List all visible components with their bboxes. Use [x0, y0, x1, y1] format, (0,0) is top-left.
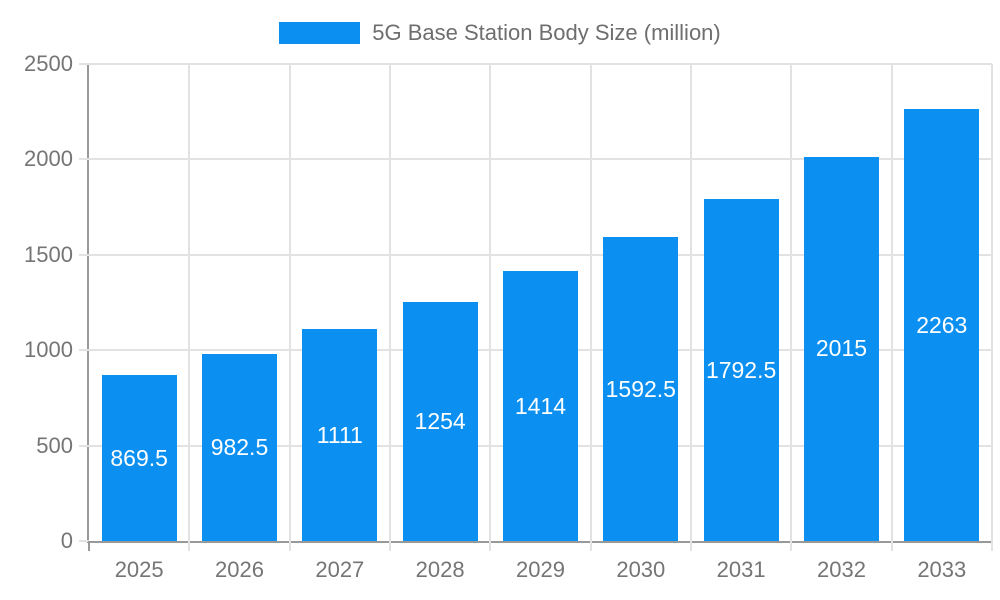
- x-axis-tick: [288, 541, 291, 551]
- bar-2031[interactable]: 1792.5: [703, 199, 779, 541]
- y-axis-tick: [79, 253, 89, 256]
- x-axis-tick: [890, 541, 893, 551]
- y-axis-label: 1500: [24, 241, 73, 267]
- bar-2028[interactable]: 1254: [402, 301, 478, 541]
- legend: 5G Base Station Body Size (million): [0, 20, 1000, 45]
- x-axis-label: 2027: [315, 557, 365, 582]
- x-axis-label: 2029: [516, 557, 565, 582]
- bar-value-label: 2263: [916, 311, 968, 338]
- x-axis-tick: [991, 541, 993, 551]
- y-axis-tick: [79, 158, 89, 161]
- x-axis-tick: [188, 541, 191, 551]
- gridline-vertical: [589, 64, 592, 541]
- legend-swatch: [279, 22, 361, 45]
- x-axis-tick: [388, 541, 391, 551]
- x-axis-tick: [790, 541, 793, 551]
- bar-value-label: 1111: [316, 421, 363, 448]
- bar-band: 1592.5 2030: [591, 64, 691, 582]
- x-axis-tick: [489, 541, 492, 551]
- bar-band: 869.5 2025: [89, 64, 189, 582]
- x-axis-tick: [589, 541, 592, 551]
- x-axis-label: 2026: [215, 557, 264, 582]
- bar-band: 1414 2029: [490, 64, 590, 582]
- x-axis-label: 2033: [917, 557, 967, 582]
- bars-row: 869.5 2025 982.5 2026 1111 2027 1254 2028 1414 20…: [89, 64, 992, 582]
- bar-band: 1254 2028: [390, 64, 490, 582]
- x-axis-label: 2030: [616, 557, 666, 582]
- x-axis-label: 2031: [716, 557, 766, 582]
- y-axis-label: 1000: [24, 337, 73, 363]
- bar-band: 1111 2027: [290, 64, 390, 582]
- bar-band: 982.5 2026: [189, 64, 289, 582]
- bar-value-label: 982.5: [210, 433, 269, 460]
- y-axis-tick: [79, 444, 89, 447]
- plot-area: 0 500 1000 1500 2000 2500 869.5 2025 982.5 2026 11…: [24, 53, 993, 582]
- bar-2027[interactable]: 1111: [302, 329, 378, 541]
- bar-band: 1792.5 2031: [691, 64, 791, 582]
- y-axis-tick: [79, 349, 89, 352]
- x-axis-label: 2025: [114, 557, 164, 582]
- bar-value-label: 1414: [514, 392, 567, 419]
- bar-value-label: 1254: [414, 407, 466, 434]
- bar-value-label: 869.5: [110, 444, 168, 471]
- y-axis-tick: [79, 540, 89, 542]
- bar-2025[interactable]: 869.5: [101, 375, 177, 541]
- bar-value-label: 1792.5: [705, 356, 777, 383]
- gridline-vertical: [288, 64, 291, 541]
- legend-label: 5G Base Station Body Size (million): [372, 20, 721, 45]
- y-axis-label: 2000: [24, 146, 73, 172]
- bar-value-label: 2015: [815, 335, 868, 362]
- bar-2026[interactable]: 982.5: [201, 353, 278, 541]
- x-axis-label: 2032: [816, 557, 866, 582]
- gridline-vertical: [890, 64, 893, 541]
- gridline-horizontal: [89, 63, 992, 65]
- x-axis-tick: [689, 541, 692, 551]
- x-axis-tick: [88, 541, 90, 551]
- x-axis-label: 2028: [415, 557, 465, 582]
- gridline-vertical: [689, 64, 692, 541]
- gridline-horizontal: [89, 158, 992, 161]
- gridline-vertical: [188, 64, 191, 541]
- gridline-vertical: [489, 64, 492, 541]
- y-axis-label: 0: [60, 528, 73, 553]
- gridline-vertical: [991, 64, 993, 541]
- bar-band: 2015 2032: [791, 64, 891, 582]
- gridline-vertical: [790, 64, 793, 541]
- gridline-vertical: [388, 64, 391, 541]
- bar-2030[interactable]: 1592.5: [603, 237, 679, 541]
- bar-value-label: 1592.5: [605, 375, 676, 402]
- bar-2032[interactable]: 2015: [803, 156, 880, 541]
- y-axis-tick: [79, 63, 89, 65]
- y-axis-label: 500: [36, 432, 73, 458]
- y-axis-label: 2500: [24, 51, 73, 76]
- bar-2029[interactable]: 1414: [502, 271, 579, 541]
- legend-item-series[interactable]: 5G Base Station Body Size (million): [279, 20, 721, 45]
- gridline-horizontal: [89, 253, 992, 256]
- bar-band: 2263 2033: [892, 64, 992, 582]
- bar-2033[interactable]: 2263: [904, 109, 980, 541]
